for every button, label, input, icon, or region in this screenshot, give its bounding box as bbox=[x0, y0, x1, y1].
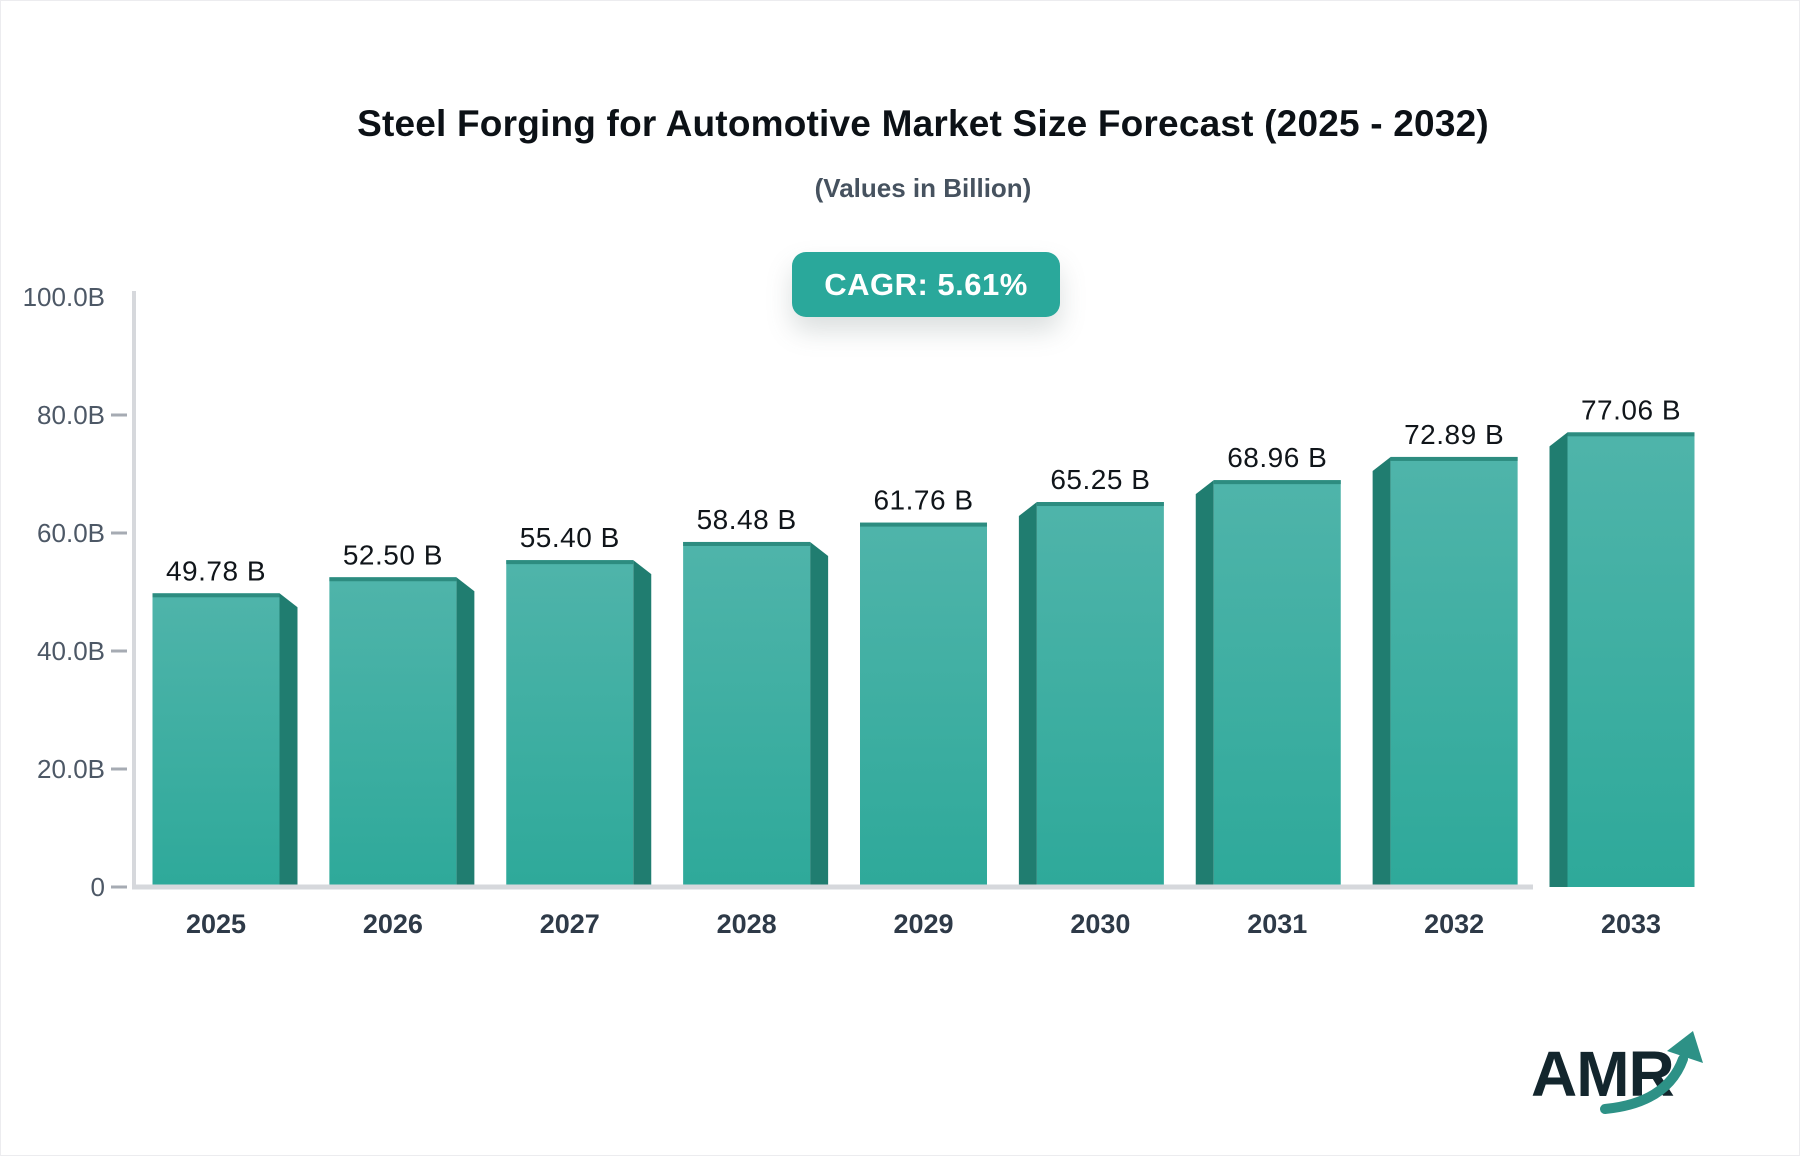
bar-top-edge bbox=[683, 541, 811, 546]
bar-value-label: 65.25 B bbox=[1050, 464, 1150, 495]
y-axis-tick-label: 40.0B bbox=[37, 636, 105, 666]
bar-side-face bbox=[279, 593, 298, 887]
bar-side-face bbox=[633, 560, 652, 887]
y-axis-tick-label: 80.0B bbox=[37, 400, 105, 430]
bar-2029[interactable] bbox=[860, 522, 987, 887]
y-axis-tick-label: 60.0B bbox=[37, 518, 105, 548]
bar-value-label: 52.50 B bbox=[343, 539, 443, 570]
bar-value-label: 55.40 B bbox=[520, 522, 620, 553]
y-axis-tick-label: 100.0B bbox=[23, 282, 105, 312]
bar-top-edge bbox=[1390, 456, 1518, 461]
cagr-badge: CAGR: 5.61% bbox=[792, 252, 1060, 317]
bar-value-label: 61.76 B bbox=[873, 485, 973, 516]
bar-side-face bbox=[1195, 480, 1214, 887]
x-axis-label: 2032 bbox=[1424, 909, 1484, 939]
growth-arrow-icon bbox=[1600, 1031, 1703, 1114]
bar-2030[interactable] bbox=[1018, 502, 1164, 887]
page-title: Steel Forging for Automotive Market Size… bbox=[357, 103, 1489, 144]
y-axis-tick-label: 0 bbox=[91, 872, 105, 902]
bar-side-face bbox=[810, 541, 829, 887]
bar-front-face bbox=[1036, 502, 1164, 887]
x-axis-label: 2031 bbox=[1247, 909, 1307, 939]
bar-front-face bbox=[1213, 480, 1341, 887]
bar-value-label: 72.89 B bbox=[1404, 419, 1504, 450]
bar-value-label: 58.48 B bbox=[697, 504, 797, 535]
x-axis-label: 2033 bbox=[1601, 909, 1661, 939]
chart-subtitle: (Values in Billion) bbox=[814, 173, 1032, 203]
bar-2031[interactable] bbox=[1195, 480, 1341, 887]
bar-side-face bbox=[1372, 456, 1391, 887]
x-axis-label: 2025 bbox=[186, 909, 246, 939]
bar-value-label: 68.96 B bbox=[1227, 442, 1327, 473]
bar-2032[interactable] bbox=[1372, 456, 1518, 887]
amr-logo: AMR bbox=[1521, 1023, 1741, 1133]
bar-side-face bbox=[1018, 502, 1037, 887]
x-axis-label: 2026 bbox=[363, 909, 423, 939]
bar-value-label: 77.06 B bbox=[1581, 394, 1681, 425]
bar-front-face bbox=[683, 541, 811, 887]
y-axis-tick-label: 20.0B bbox=[37, 754, 105, 784]
bar-front-face bbox=[1567, 432, 1695, 887]
bar-front-face bbox=[152, 593, 280, 887]
bar-2027[interactable] bbox=[506, 560, 652, 887]
x-axis-label: 2029 bbox=[893, 909, 953, 939]
bar-front-face bbox=[329, 577, 457, 887]
bar-top-edge bbox=[860, 522, 987, 527]
bar-top-edge bbox=[506, 560, 634, 565]
bar-2028[interactable] bbox=[683, 541, 829, 887]
bar-2025[interactable] bbox=[152, 593, 298, 887]
bar-side-face bbox=[1549, 432, 1568, 887]
bar-2033[interactable] bbox=[1549, 432, 1695, 887]
bar-2026[interactable] bbox=[329, 577, 475, 887]
bar-top-edge bbox=[1213, 480, 1341, 485]
bar-top-edge bbox=[1036, 502, 1164, 507]
bar-value-label: 49.78 B bbox=[166, 555, 266, 586]
bar-front-face bbox=[1390, 456, 1518, 887]
x-axis-label: 2027 bbox=[540, 909, 600, 939]
x-axis-label: 2028 bbox=[717, 909, 777, 939]
bar-top-edge bbox=[1567, 432, 1695, 437]
cagr-badge-label: CAGR: 5.61% bbox=[824, 266, 1028, 302]
bar-front-face bbox=[860, 522, 987, 887]
x-axis-label: 2030 bbox=[1070, 909, 1130, 939]
bar-top-edge bbox=[329, 577, 457, 582]
bar-top-edge bbox=[152, 593, 280, 598]
bar-front-face bbox=[506, 560, 634, 887]
bar-side-face bbox=[456, 577, 475, 887]
